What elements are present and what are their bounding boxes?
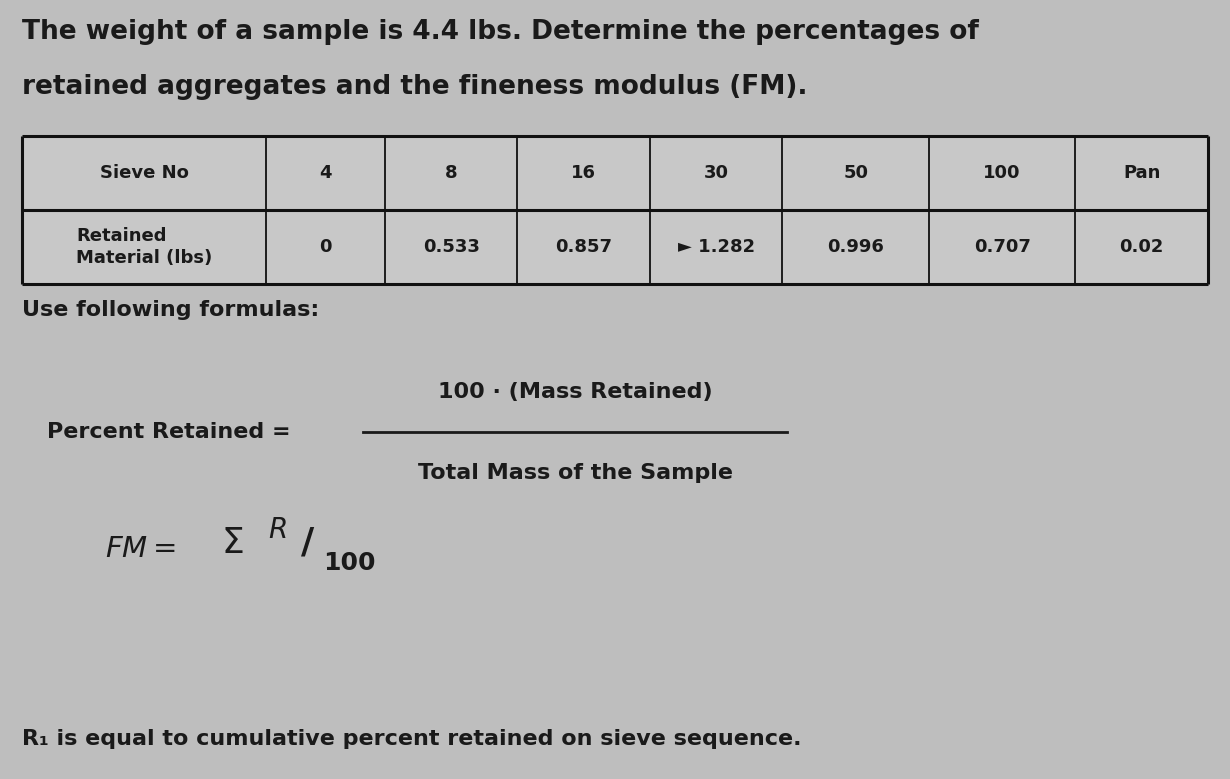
- Text: 0.857: 0.857: [555, 238, 613, 256]
- Text: Use following formulas:: Use following formulas:: [22, 300, 320, 320]
- Text: retained aggregates and the fineness modulus (FM).: retained aggregates and the fineness mod…: [22, 74, 808, 100]
- Text: 4: 4: [320, 164, 332, 182]
- Text: /: /: [301, 526, 315, 560]
- Text: 100: 100: [323, 552, 376, 575]
- Text: 0.533: 0.533: [423, 238, 480, 256]
- Text: $\mathit{FM}=$: $\mathit{FM}=$: [105, 535, 176, 563]
- Bar: [22, 136, 1208, 284]
- Text: 8: 8: [445, 164, 458, 182]
- Text: 0: 0: [320, 238, 332, 256]
- Text: R₁ is equal to cumulative percent retained on sieve sequence.: R₁ is equal to cumulative percent retain…: [22, 729, 802, 749]
- Text: 0.996: 0.996: [828, 238, 884, 256]
- Text: 0.707: 0.707: [974, 238, 1031, 256]
- Text: Total Mass of the Sample: Total Mass of the Sample: [417, 463, 733, 483]
- Text: 50: 50: [843, 164, 868, 182]
- Text: The weight of a sample is 4.4 lbs. Determine the percentages of: The weight of a sample is 4.4 lbs. Deter…: [22, 19, 979, 45]
- Text: 0.02: 0.02: [1119, 238, 1164, 256]
- Text: 100: 100: [983, 164, 1021, 182]
- Text: 16: 16: [571, 164, 597, 182]
- Text: $\Sigma$: $\Sigma$: [221, 526, 244, 560]
- Text: Percent Retained =: Percent Retained =: [47, 422, 290, 442]
- Text: 100 · (Mass Retained): 100 · (Mass Retained): [438, 382, 712, 402]
- Text: Sieve No: Sieve No: [100, 164, 188, 182]
- Text: Retained
Material (lbs): Retained Material (lbs): [76, 227, 213, 267]
- Text: 30: 30: [704, 164, 728, 182]
- Text: ► 1.282: ► 1.282: [678, 238, 755, 256]
- Text: $R$: $R$: [268, 516, 287, 544]
- Text: Pan: Pan: [1123, 164, 1160, 182]
